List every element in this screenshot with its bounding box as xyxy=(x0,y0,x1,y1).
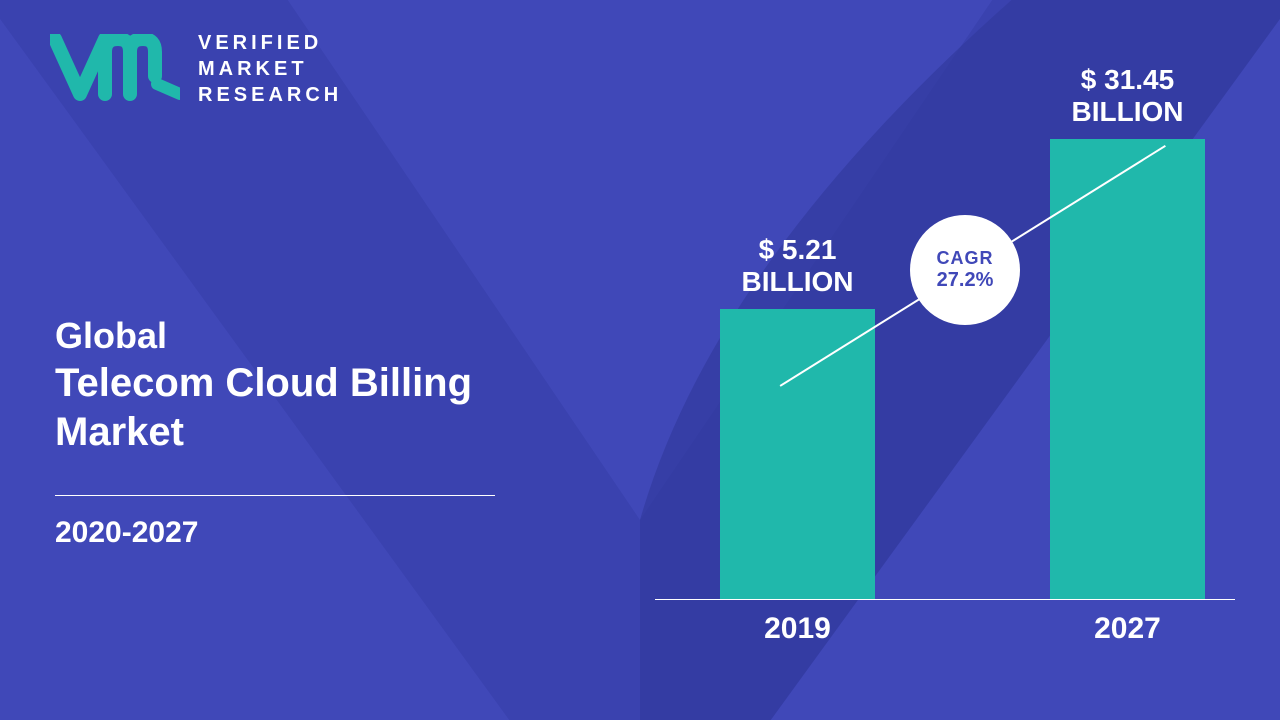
x-axis xyxy=(655,599,1235,600)
bar-2019-label: $ 5.21 BILLION xyxy=(710,234,885,298)
bar-2027-value: $ 31.45 xyxy=(1040,64,1215,96)
x-label-2027: 2027 xyxy=(1050,612,1205,646)
bar-2019-value: $ 5.21 xyxy=(710,234,885,266)
vmr-logo-icon xyxy=(50,34,180,104)
title-line1: Global xyxy=(55,315,495,357)
brand-text: VERIFIED MARKET RESEARCH xyxy=(198,30,342,108)
market-bar-chart: $ 5.21 BILLION 2019 $ 31.45 BILLION 2027… xyxy=(655,40,1235,600)
bar-2019 xyxy=(720,309,875,599)
brand-logo: VERIFIED MARKET RESEARCH xyxy=(50,30,342,108)
title-line2: Telecom Cloud Billing xyxy=(55,361,495,406)
bar-2019-unit: BILLION xyxy=(710,266,885,298)
cagr-value: 27.2% xyxy=(937,269,994,292)
bar-2027 xyxy=(1050,139,1205,599)
x-label-2019: 2019 xyxy=(720,612,875,646)
cagr-badge: CAGR 27.2% xyxy=(910,215,1020,325)
brand-text-line2: MARKET xyxy=(198,56,342,82)
title-block: Global Telecom Cloud Billing Market 2020… xyxy=(55,315,495,550)
bar-2027-label: $ 31.45 BILLION xyxy=(1040,64,1215,128)
title-line3: Market xyxy=(55,410,495,455)
year-range: 2020-2027 xyxy=(55,516,495,550)
title-divider xyxy=(55,495,495,496)
cagr-label: CAGR xyxy=(937,248,994,269)
brand-text-line1: VERIFIED xyxy=(198,30,342,56)
bar-2027-unit: BILLION xyxy=(1040,96,1215,128)
brand-text-line3: RESEARCH xyxy=(198,82,342,108)
